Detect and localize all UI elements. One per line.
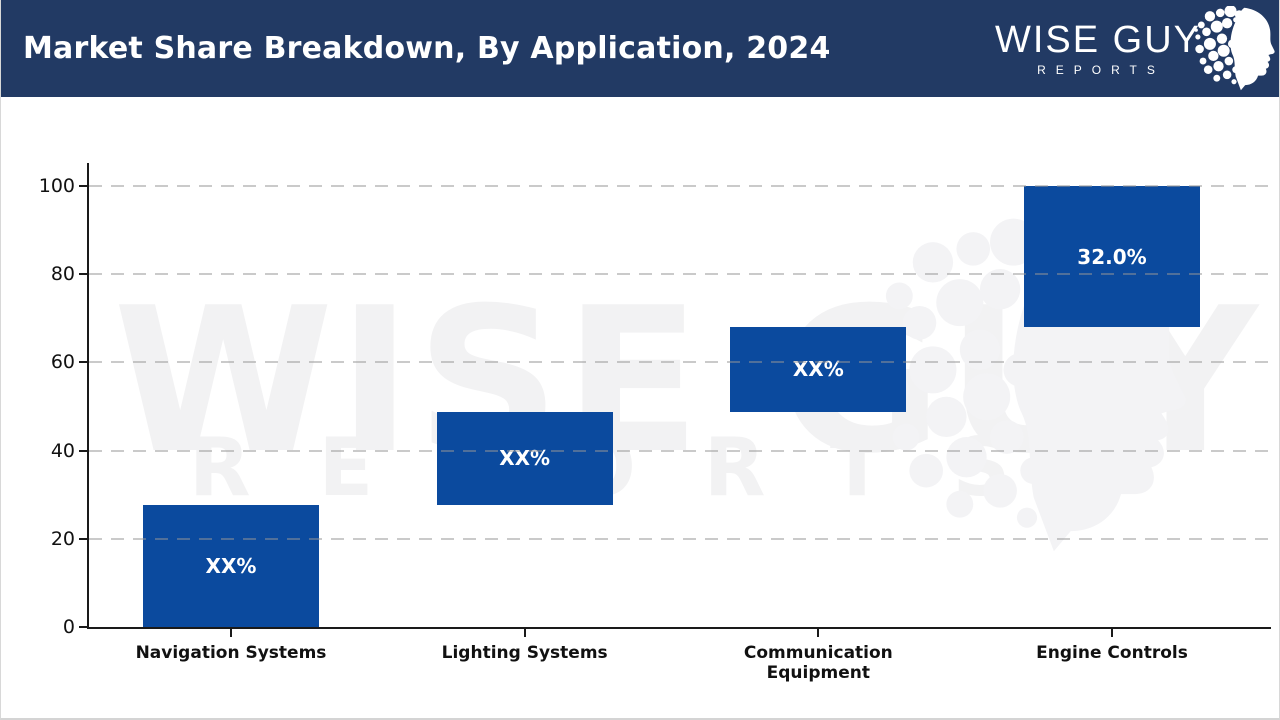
y-tick-mark [79,537,87,540]
y-tick-mark [79,449,87,452]
brand-wordmark-block: WISE GUY REPORTS [995,21,1201,77]
bar-value-label: XX% [205,553,257,578]
gridline [89,185,1271,187]
y-tick-mark [79,273,87,276]
bar: XX% [436,411,613,505]
bar: XX% [143,504,319,627]
bar: XX% [730,327,907,412]
y-tick-label: 60 [50,351,75,374]
gridline [89,273,1271,276]
x-tick-mark [817,629,820,637]
y-tick-mark [79,361,87,364]
gridline [89,361,1271,364]
gridline [89,449,1271,452]
x-tick-mark [523,629,526,637]
x-tick-mark [1111,629,1113,637]
y-tick-mark [79,185,87,187]
x-category-label: Engine Controls [1036,643,1188,663]
bar: 32.0% [1024,186,1200,328]
header: Market Share Breakdown, By Application, … [1,0,1279,97]
x-category-label: Lighting Systems [441,643,608,663]
page-title: Market Share Breakdown, By Application, … [23,31,831,66]
brand-logo: WISE GUY REPORTS [995,5,1277,92]
brand-subtext: REPORTS [1037,62,1165,77]
x-category-label: Communication Equipment [743,643,893,683]
x-tick-mark [230,629,232,637]
bar-value-label: 32.0% [1077,244,1147,269]
y-tick-label: 0 [62,616,75,638]
brand-wordmark: WISE GUY [994,18,1201,61]
gridline [89,537,1271,540]
x-axis-spine [87,627,1271,629]
y-tick-label: 40 [50,439,75,462]
y-tick-label: 80 [50,263,75,286]
wiseguy-face-icon [1194,5,1275,90]
y-tick-label: 20 [50,527,75,550]
y-axis-spine [87,163,89,629]
y-tick-label: 100 [38,175,75,197]
x-category-label: Navigation Systems [135,643,327,663]
chart-plot-area: 0 20 40 60 80 100 XX% Navigation Systems XX% Ligh… [1,97,1279,718]
y-tick-mark [79,626,87,628]
